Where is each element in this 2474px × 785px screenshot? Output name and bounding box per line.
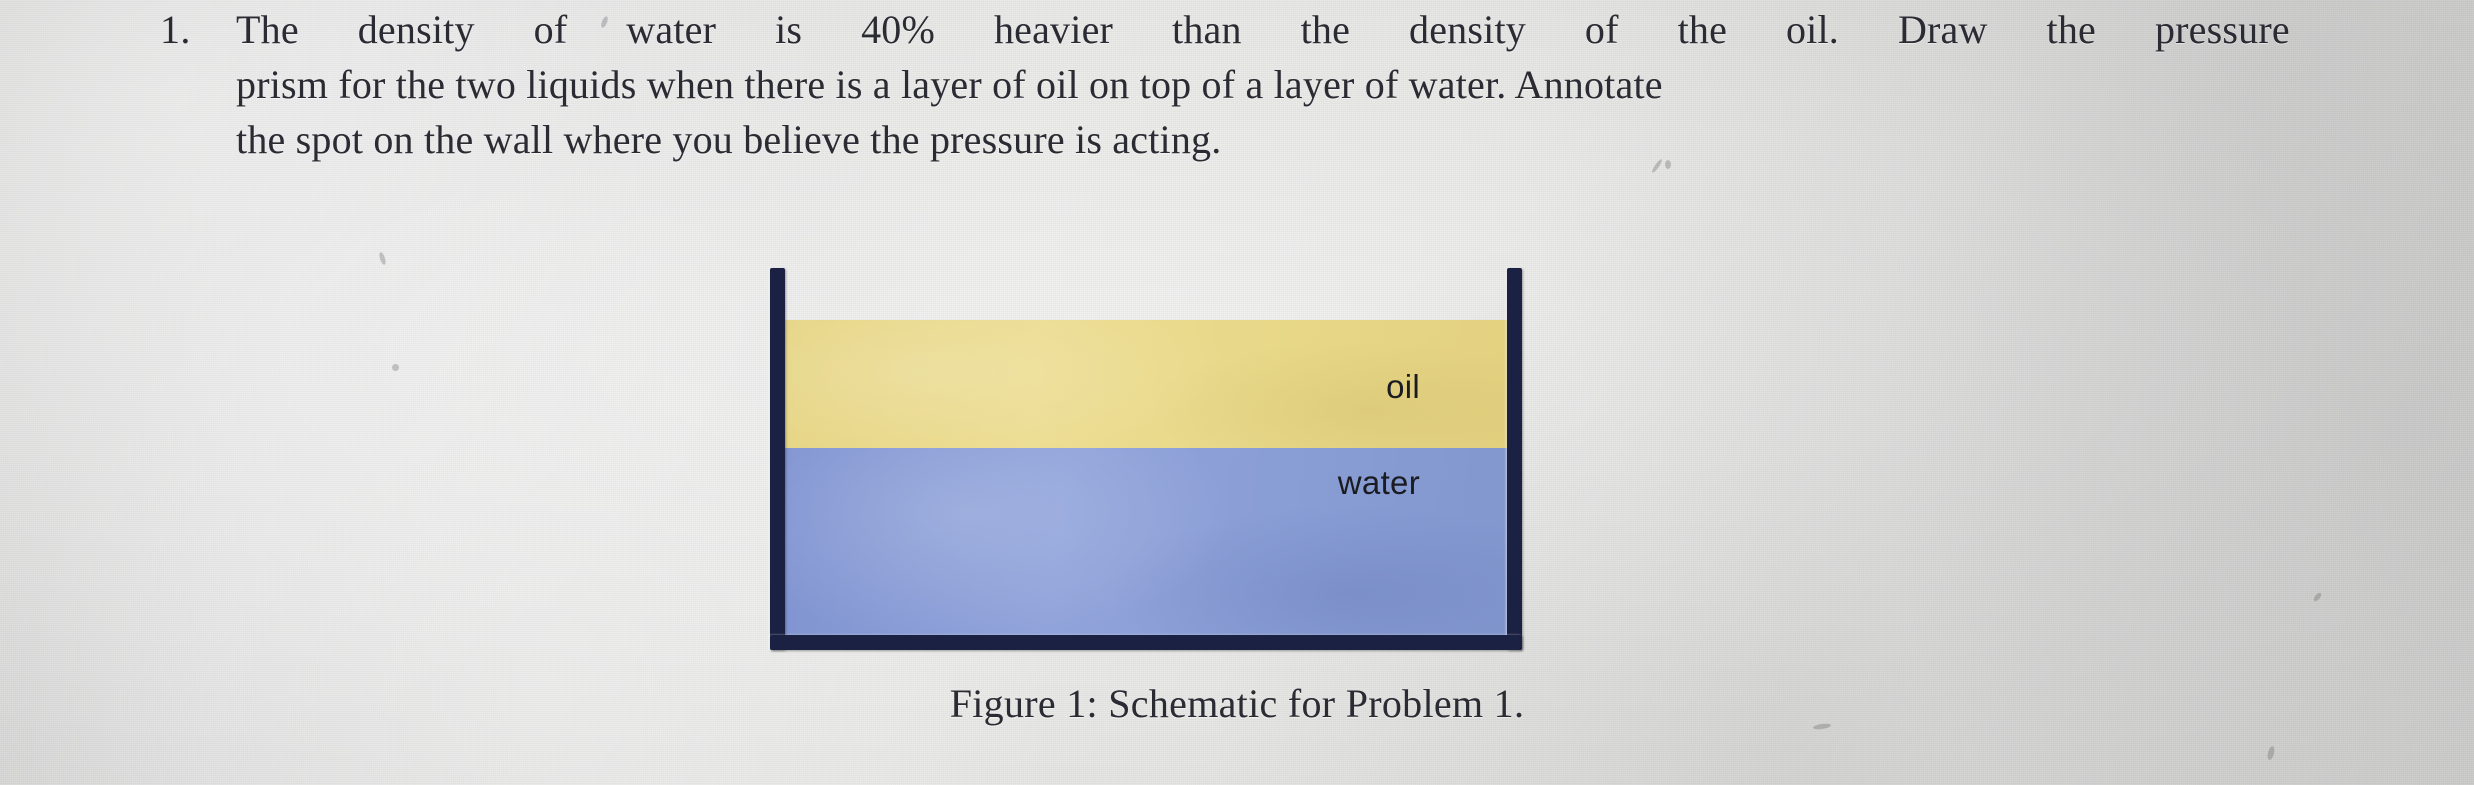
- word: density: [1409, 7, 1526, 52]
- problem-line-2: prism for the two liquids when there is …: [236, 62, 1663, 107]
- problem-line-3: the spot on the wall where you believe t…: [236, 117, 1222, 162]
- word: than: [1172, 7, 1242, 52]
- scan-speck: [378, 251, 387, 266]
- word: of: [1584, 7, 1619, 52]
- tank-wall-left: [770, 268, 785, 650]
- word: the: [2046, 7, 2097, 52]
- word: density: [357, 7, 475, 52]
- word: the: [1677, 7, 1728, 52]
- water-layer: water: [784, 448, 1508, 635]
- word: oil.: [1785, 7, 1840, 52]
- problem-statement: 1. The density of water is 40% heavier t…: [160, 2, 2290, 167]
- problem-row: 1. The density of water is 40% heavier t…: [160, 2, 2290, 167]
- oil-layer: oil: [784, 320, 1508, 448]
- word: heavier: [993, 7, 1114, 52]
- word: 40%: [861, 7, 936, 52]
- word: pressure: [2154, 7, 2290, 52]
- word: Draw: [1897, 7, 1988, 52]
- water-label: water: [1337, 464, 1420, 501]
- figure-caption: Figure 1: Schematic for Problem 1.: [949, 681, 1525, 726]
- scan-speck: [2312, 591, 2323, 603]
- liquid-tank-diagram: oil water: [770, 268, 1522, 650]
- word: the: [1300, 7, 1351, 52]
- problem-number: 1.: [160, 7, 191, 52]
- word: is: [775, 7, 803, 52]
- scan-speck: [2266, 745, 2276, 761]
- word: of: [533, 7, 568, 52]
- problem-line-1: The density of water is 40% heavier than…: [236, 2, 2290, 57]
- problem-body: The density of water is 40% heavier than…: [236, 2, 2290, 167]
- scan-speck: [392, 364, 399, 371]
- oil-label: oil: [1386, 368, 1420, 405]
- tank-wall-bottom: [770, 635, 1522, 650]
- word: water: [626, 7, 717, 52]
- tank-wall-right: [1507, 268, 1522, 650]
- word: The: [236, 7, 299, 52]
